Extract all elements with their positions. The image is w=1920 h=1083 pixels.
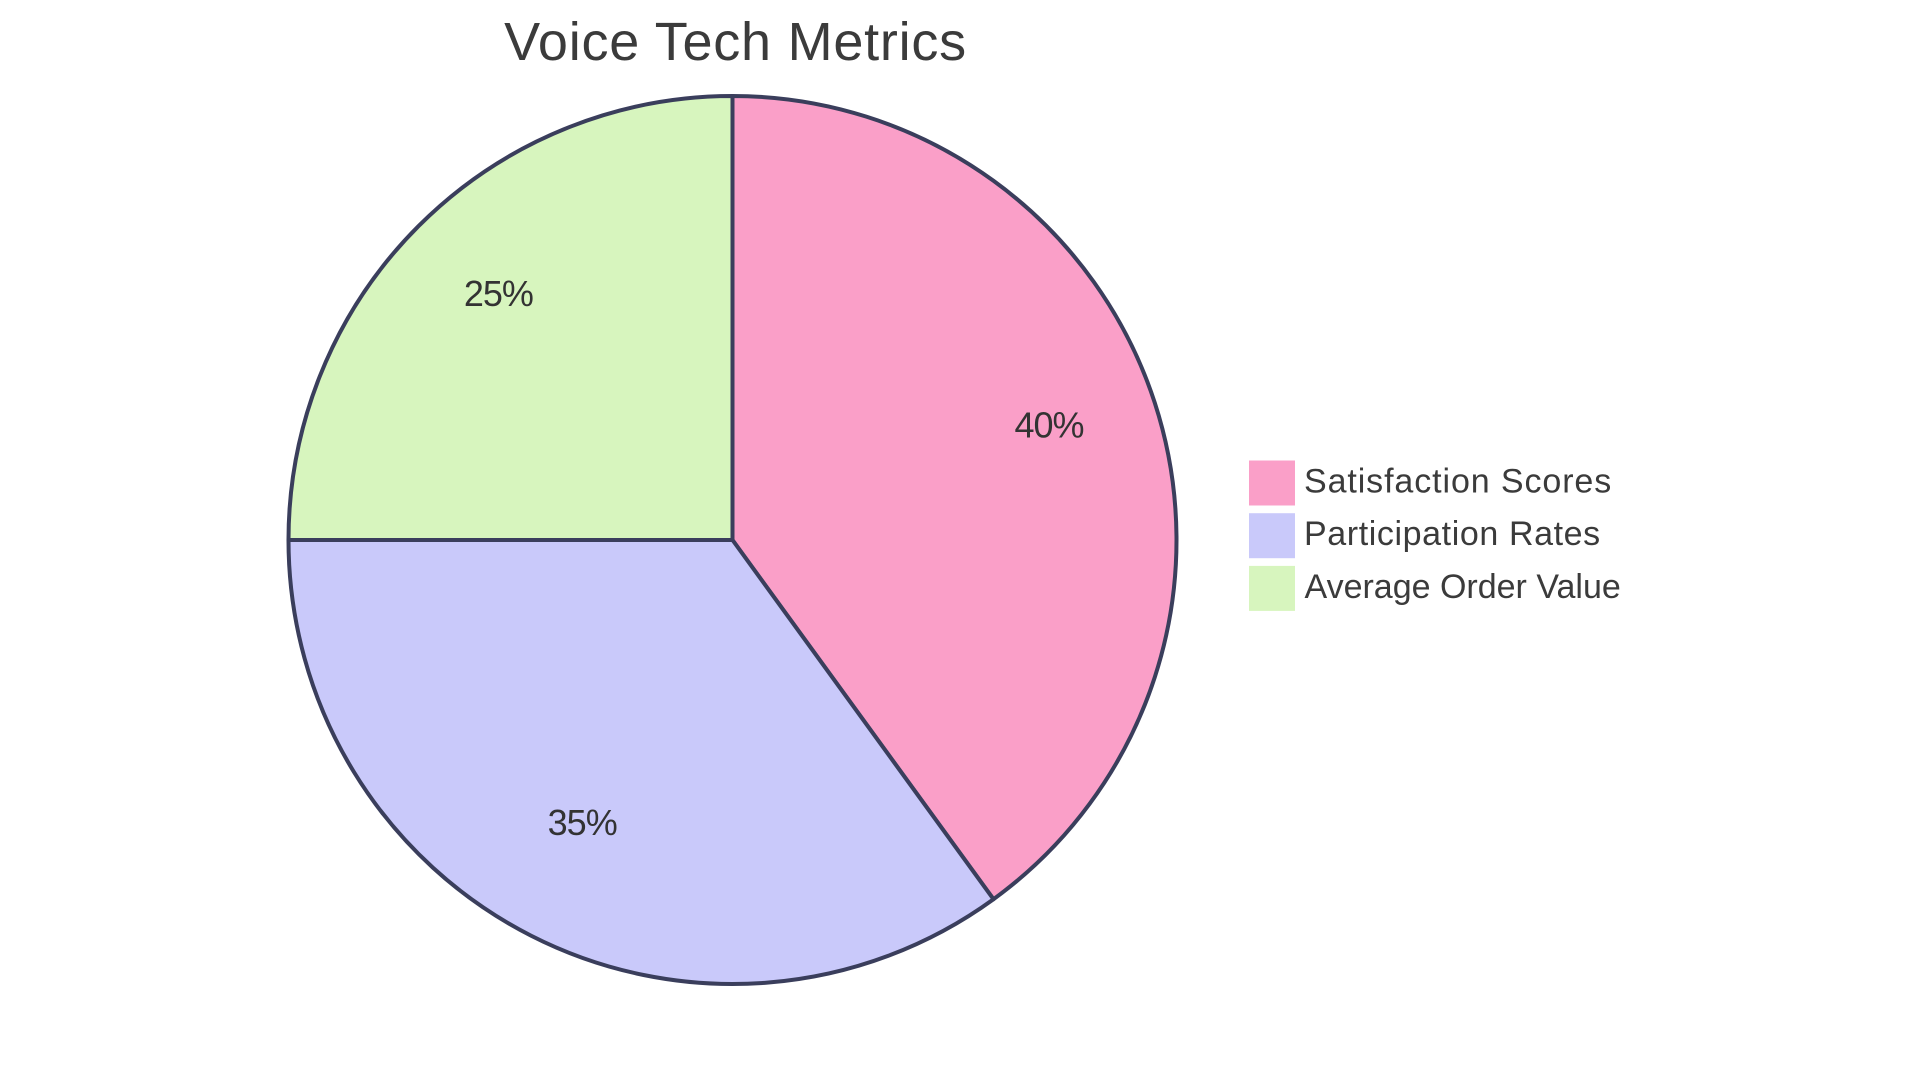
svg-text:Average Order Value: Average Order Value	[1305, 568, 1621, 606]
svg-text:25%: 25%	[464, 273, 533, 314]
svg-text:Participation Rates: Participation Rates	[1304, 515, 1601, 553]
svg-text:Satisfaction Scores: Satisfaction Scores	[1304, 462, 1612, 500]
svg-text:35%: 35%	[548, 802, 617, 843]
svg-text:Voice Tech Metrics: Voice Tech Metrics	[504, 12, 967, 72]
svg-text:40%: 40%	[1014, 405, 1083, 446]
